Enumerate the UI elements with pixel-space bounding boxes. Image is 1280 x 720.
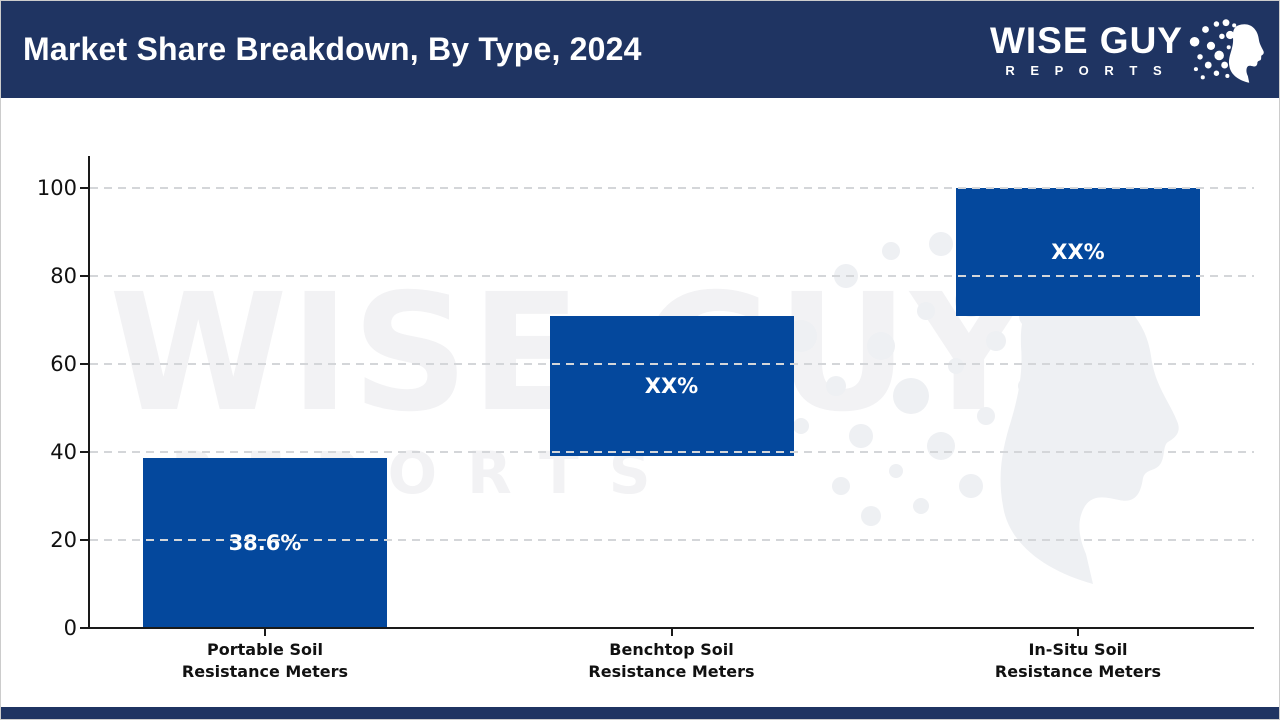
category-label: In-Situ Soil Resistance Meters <box>994 640 1162 681</box>
y-tick-mark <box>80 275 88 277</box>
y-tick-mark <box>80 451 88 453</box>
y-tick-label: 20 <box>50 528 77 552</box>
wiseguy-logo: WISE GUY R E P O R T S <box>990 7 1279 93</box>
bar-value-label: XX% <box>1051 239 1105 264</box>
x-axis-line <box>88 627 1254 629</box>
y-tick-mark <box>80 363 88 365</box>
x-tick-mark <box>670 629 673 636</box>
wiseguy-logo-name: WISE GUY <box>989 19 1183 61</box>
gridline <box>90 187 1254 189</box>
x-tick-mark <box>264 629 266 636</box>
gridline <box>90 275 1254 277</box>
y-axis-line <box>88 156 90 629</box>
gridline <box>90 451 1254 453</box>
y-tick-mark <box>80 539 88 541</box>
footer-bar <box>1 707 1279 719</box>
bar-segment: XX% <box>956 188 1200 316</box>
y-tick-label: 60 <box>50 352 77 376</box>
bar-segment: XX% <box>549 315 794 457</box>
y-tick-label: 40 <box>50 440 77 464</box>
gridline <box>90 363 1254 365</box>
category-label: Portable Soil Resistance Meters <box>181 640 349 681</box>
category-label: Benchtop Soil Resistance Meters <box>588 640 755 681</box>
y-tick-mark <box>80 627 88 629</box>
wiseguy-logo-text: WISE GUY R E P O R T S <box>990 22 1183 78</box>
x-tick-mark <box>1077 629 1079 636</box>
wiseguy-face-dots-icon <box>1189 18 1264 83</box>
bar-segment: 38.6% <box>143 458 387 628</box>
y-tick-label: 0 <box>63 616 77 640</box>
bar-value-label: 38.6% <box>228 531 302 556</box>
y-tick-label: 80 <box>50 264 77 288</box>
y-tick-mark <box>80 187 88 189</box>
bar-value-label: XX% <box>644 373 699 398</box>
header: Market Share Breakdown, By Type, 2024 WI… <box>1 1 1279 98</box>
wiseguy-logo-tagline: R E P O R T S <box>1005 62 1168 78</box>
gridline <box>90 539 1254 541</box>
y-tick-label: 100 <box>36 176 77 200</box>
page-title: Market Share Breakdown, By Type, 2024 <box>23 31 642 67</box>
